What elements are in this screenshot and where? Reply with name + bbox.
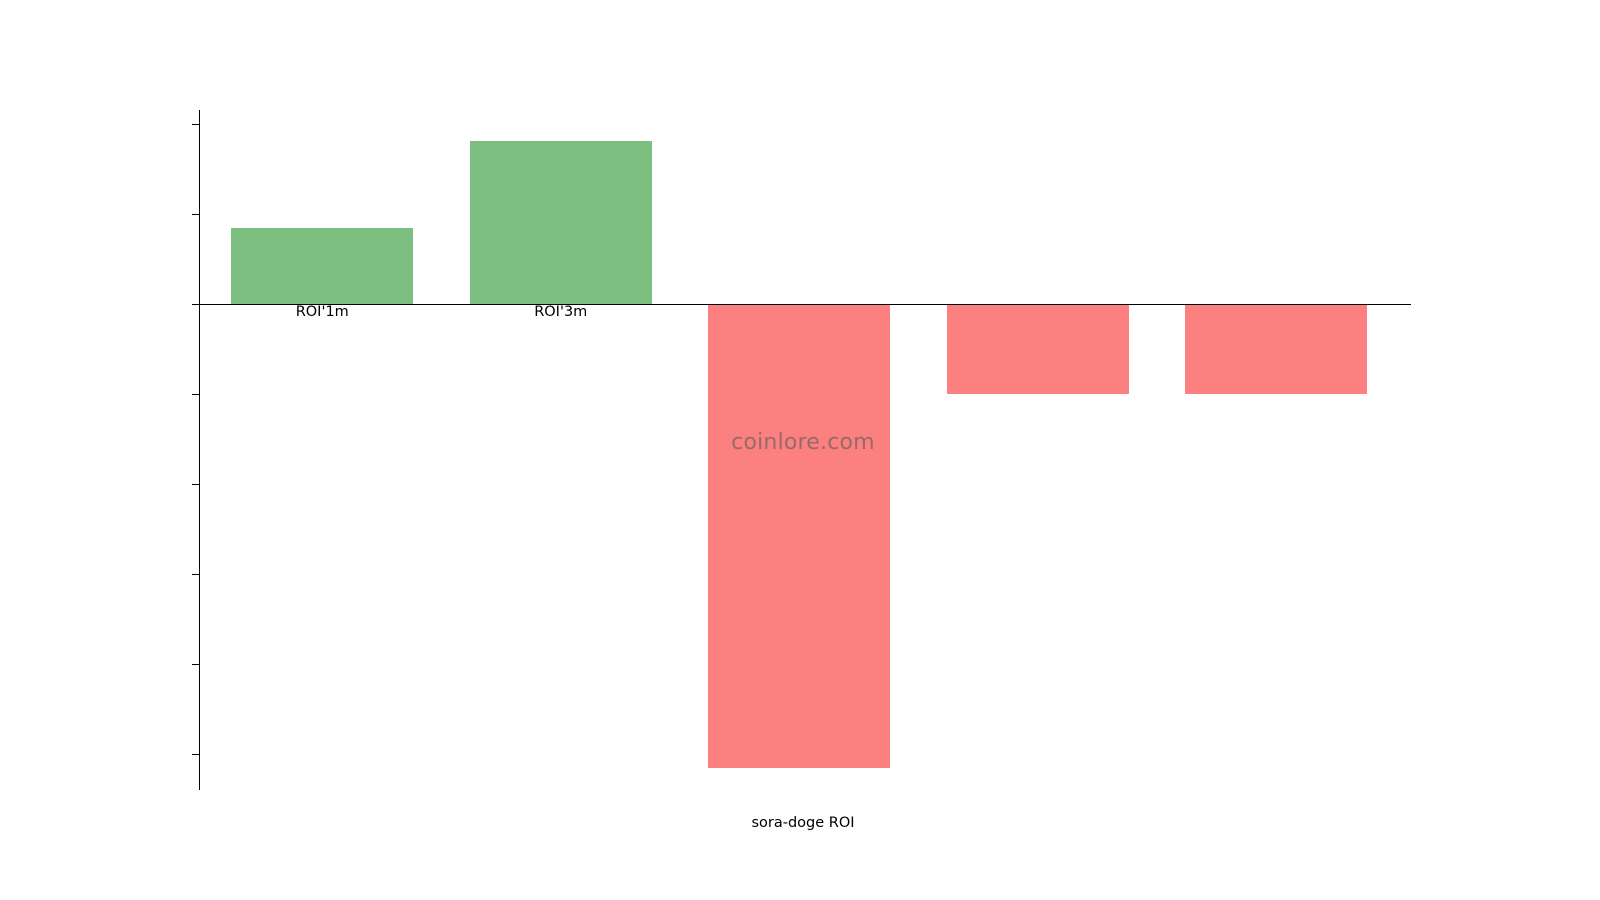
y-tick-mark [192, 663, 199, 665]
x-axis-title-label: sora-doge ROI [751, 815, 855, 831]
y-tick-mark [192, 483, 199, 485]
bar[interactable] [231, 227, 414, 304]
y-tick-mark [192, 303, 199, 305]
y-tick-mark [192, 393, 199, 395]
x-tick-label: ROI'3m [534, 304, 588, 320]
y-tick-mark [192, 753, 199, 755]
bar[interactable] [469, 141, 652, 304]
y-tick-mark [192, 573, 199, 575]
y-axis-spine [199, 110, 200, 790]
y-tick-mark [192, 213, 199, 215]
x-axis-title: sora-doge ROI [0, 815, 1600, 831]
zero-baseline [199, 304, 1411, 306]
x-tick-label: ROI'1m [295, 304, 349, 320]
bar[interactable] [1185, 304, 1368, 394]
bar[interactable] [946, 304, 1129, 394]
y-tick-mark [192, 123, 199, 125]
bar[interactable] [708, 304, 891, 768]
